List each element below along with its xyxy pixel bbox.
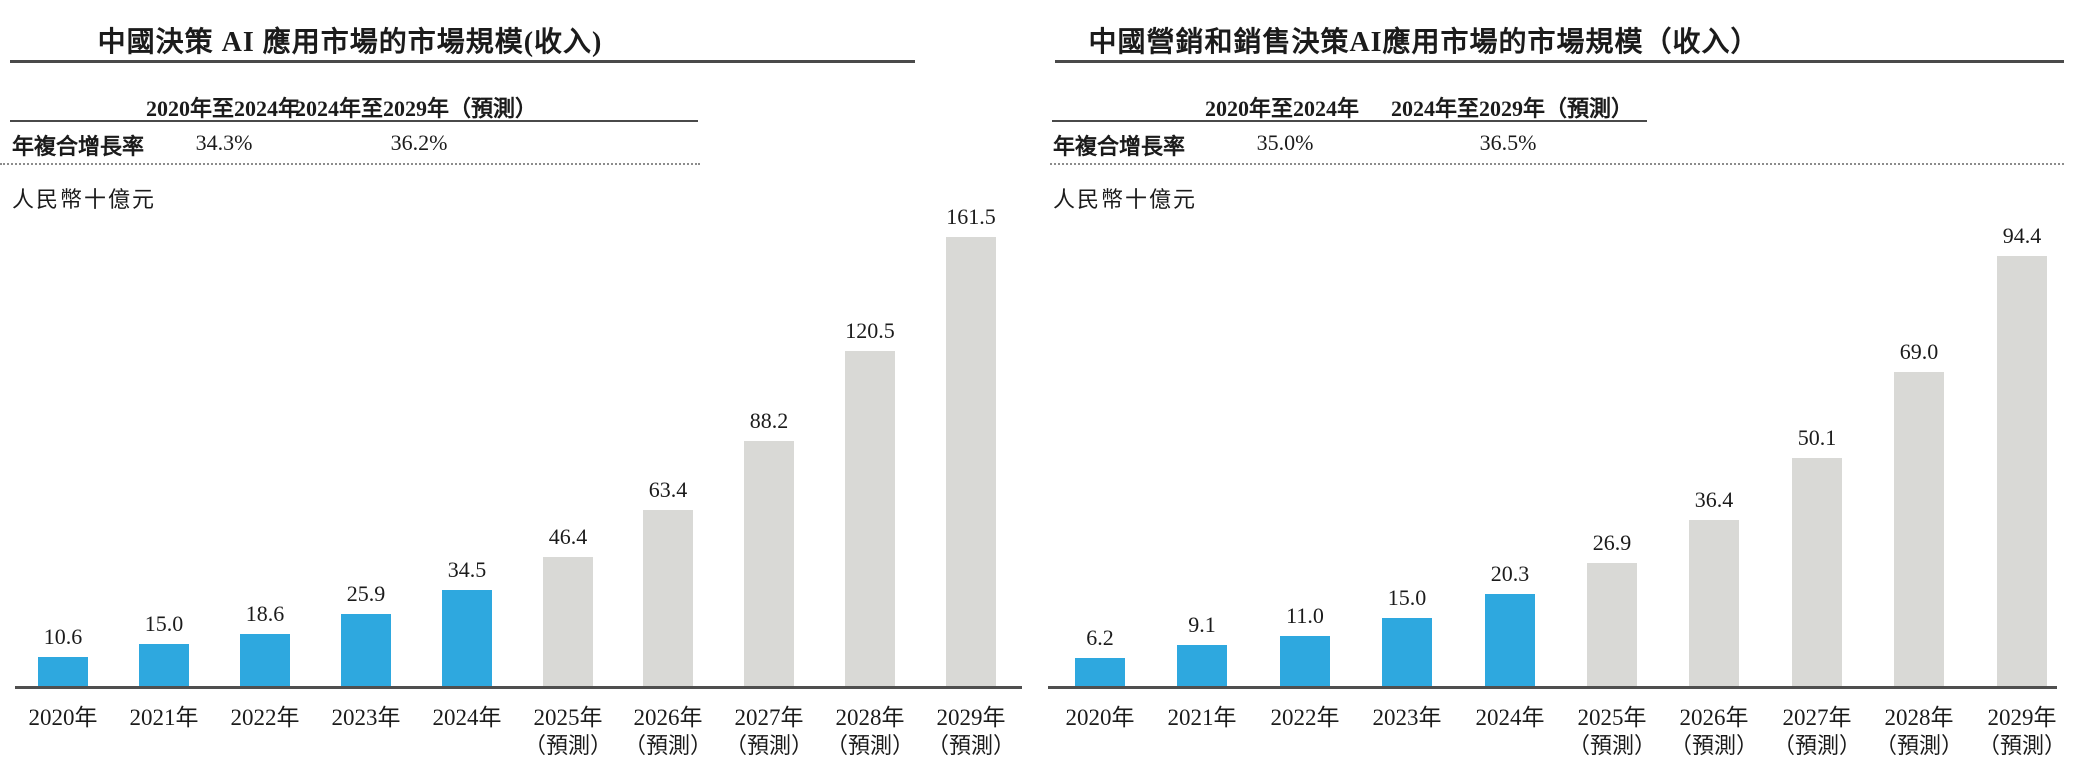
bar-value-label: 25.9	[346, 581, 386, 606]
cagr-row-label: 年複合增長率	[12, 134, 145, 159]
x-axis-year-label: 2024年	[432, 705, 502, 730]
title-rule	[1055, 60, 2064, 63]
x-axis-year-label: 2020年	[1065, 705, 1135, 730]
bar	[442, 590, 492, 686]
x-axis-forecast-label: （預測）	[1874, 733, 1963, 758]
bar-value-label: 46.4	[548, 524, 588, 549]
unit-label: 人民幣十億元	[12, 187, 157, 212]
cagr-row-label: 年複合增長率	[1053, 134, 1186, 159]
bar-value-label: 9.1	[1188, 612, 1216, 637]
bar	[643, 510, 693, 686]
x-axis-year-label: 2028年	[1884, 705, 1954, 730]
x-axis-forecast-label: （預測）	[926, 733, 1015, 758]
x-axis-forecast-label: （預測）	[724, 733, 813, 758]
cagr-period1-value: 34.3%	[195, 130, 253, 155]
cagr-period2-value: 36.2%	[390, 130, 448, 155]
x-axis-forecast-label: （預測）	[1977, 733, 2066, 758]
bar-value-label: 6.2	[1086, 625, 1114, 650]
x-axis-year-label: 2026年	[1679, 705, 1749, 730]
bar	[1894, 372, 1944, 686]
x-axis-line	[15, 686, 1022, 689]
bar	[744, 441, 794, 686]
x-axis-forecast-label: （預測）	[1772, 733, 1861, 758]
x-axis-forecast-label: （預測）	[523, 733, 612, 758]
bar-value-label: 15.0	[1387, 585, 1427, 610]
bar-value-label: 50.1	[1797, 425, 1837, 450]
bar-value-label: 88.2	[749, 408, 789, 433]
x-axis-year-label: 2025年	[533, 705, 603, 730]
cagr-period1-value: 35.0%	[1256, 130, 1314, 155]
cagr-period1-header: 2020年至2024年	[1204, 96, 1360, 121]
chart-title: 中國決策 AI 應用市場的市場規模(收入)	[97, 27, 603, 58]
bar-value-label: 63.4	[648, 477, 688, 502]
cagr-period1-header: 2020年至2024年	[145, 96, 301, 121]
title-rule	[10, 60, 915, 63]
bar	[1177, 645, 1227, 686]
x-axis-year-label: 2023年	[1372, 705, 1442, 730]
x-axis-year-label: 2024年	[1475, 705, 1545, 730]
x-axis-year-label: 2023年	[331, 705, 401, 730]
bar	[1587, 563, 1637, 686]
x-axis-year-label: 2020年	[28, 705, 98, 730]
x-axis-year-label: 2026年	[633, 705, 703, 730]
x-axis-year-label: 2021年	[1167, 705, 1237, 730]
bar	[139, 644, 189, 686]
x-axis-forecast-label: （預測）	[623, 733, 712, 758]
bar	[1997, 256, 2047, 686]
bar	[946, 237, 996, 686]
bar	[543, 557, 593, 686]
bar-value-label: 11.0	[1286, 603, 1324, 628]
dotted-divider	[0, 163, 700, 165]
dotted-divider	[1050, 163, 2064, 165]
cagr-period2-header: 2024年至2029年（預測）	[1390, 96, 1634, 121]
cagr-header-rule	[10, 120, 698, 122]
bar-value-label: 20.3	[1490, 561, 1530, 586]
cagr-period2-value: 36.5%	[1479, 130, 1537, 155]
bar-value-label: 120.5	[845, 318, 895, 343]
x-axis-year-label: 2029年	[936, 705, 1006, 730]
bar	[1485, 594, 1535, 686]
x-axis-year-label: 2027年	[1782, 705, 1852, 730]
x-axis-year-label: 2022年	[1270, 705, 1340, 730]
x-axis-year-label: 2028年	[835, 705, 905, 730]
bar	[341, 614, 391, 686]
x-axis-forecast-label: （預測）	[1567, 733, 1656, 758]
unit-label: 人民幣十億元	[1053, 187, 1198, 212]
bar	[240, 634, 290, 686]
chart-title: 中國營銷和銷售決策AI應用市場的市場規模（收入）	[1088, 27, 1760, 58]
bar-value-label: 18.6	[245, 601, 285, 626]
bar-value-label: 34.5	[447, 557, 487, 582]
bar-value-label: 69.0	[1899, 339, 1939, 364]
bar	[1689, 520, 1739, 686]
bar-value-label: 15.0	[144, 611, 184, 636]
bar	[845, 351, 895, 686]
x-axis-year-label: 2027年	[734, 705, 804, 730]
x-axis-year-label: 2029年	[1987, 705, 2057, 730]
bar-value-label: 26.9	[1592, 530, 1632, 555]
cagr-period2-header: 2024年至2029年（預測）	[294, 96, 538, 121]
x-axis-year-label: 2021年	[129, 705, 199, 730]
bar	[1792, 458, 1842, 686]
bar	[1280, 636, 1330, 686]
x-axis-line	[1048, 686, 2057, 689]
bar-value-label: 36.4	[1694, 487, 1734, 512]
bar-value-label: 161.5	[946, 204, 996, 229]
bar	[38, 657, 88, 686]
bar	[1382, 618, 1432, 686]
x-axis-year-label: 2025年	[1577, 705, 1647, 730]
x-axis-forecast-label: （預測）	[825, 733, 914, 758]
bar-value-label: 10.6	[43, 624, 83, 649]
cagr-header-rule	[1052, 120, 1647, 122]
bar	[1075, 658, 1125, 686]
bar-value-label: 94.4	[2002, 223, 2042, 248]
x-axis-forecast-label: （預測）	[1669, 733, 1758, 758]
x-axis-year-label: 2022年	[230, 705, 300, 730]
